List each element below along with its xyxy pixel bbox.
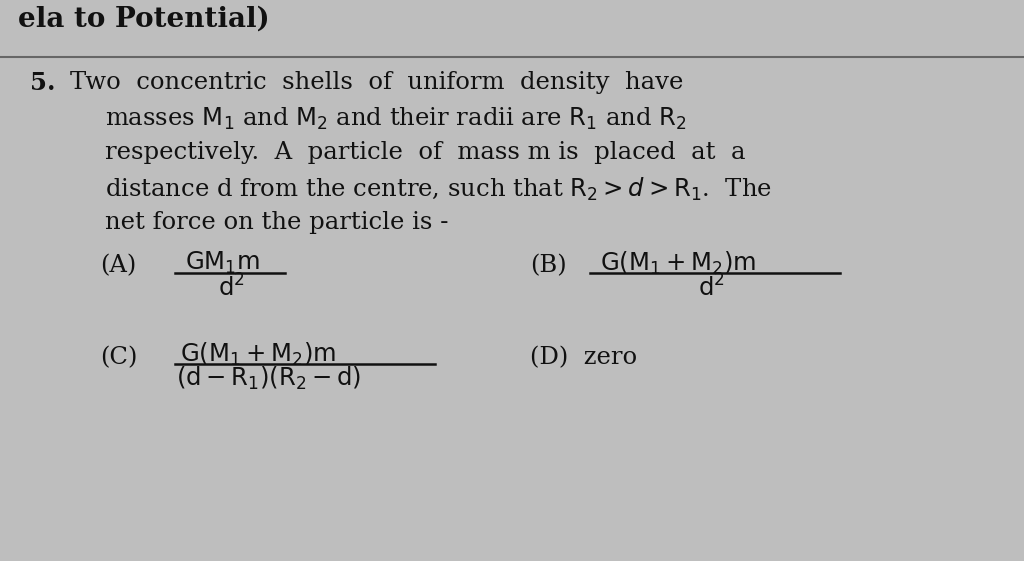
Text: ela to Potential): ela to Potential) [18,6,269,33]
Text: (D)  zero: (D) zero [530,346,637,369]
Text: Two  concentric  shells  of  uniform  density  have: Two concentric shells of uniform density… [70,71,683,94]
Text: (B): (B) [530,254,566,277]
Text: (C): (C) [100,346,137,369]
Text: (A): (A) [100,254,136,277]
Text: respectively.  A  particle  of  mass m is  placed  at  a: respectively. A particle of mass m is pl… [105,141,745,164]
Text: masses $\mathrm{M_1}$ and $\mathrm{M_2}$ and their radii are $\mathrm{R_1}$ and : masses $\mathrm{M_1}$ and $\mathrm{M_2}$… [105,106,687,132]
Text: $\mathrm{(d-R_1)(R_2-d)}$: $\mathrm{(d-R_1)(R_2-d)}$ [176,365,361,392]
Text: 5.: 5. [30,71,55,95]
Text: $\mathrm{G(M_1+M_2)m}$: $\mathrm{G(M_1+M_2)m}$ [600,250,757,277]
Text: $\mathrm{GM_1m}$: $\mathrm{GM_1m}$ [185,250,260,276]
Text: $\mathrm{d^2}$: $\mathrm{d^2}$ [218,274,245,301]
Text: $\mathrm{d^2}$: $\mathrm{d^2}$ [698,274,725,301]
Text: distance d from the centre, such that $\mathrm{R_2}>d>\mathrm{R_1}$.  The: distance d from the centre, such that $\… [105,176,772,203]
Text: net force on the particle is -: net force on the particle is - [105,211,449,234]
Text: $\mathrm{G(M_1+M_2)m}$: $\mathrm{G(M_1+M_2)m}$ [180,341,336,368]
